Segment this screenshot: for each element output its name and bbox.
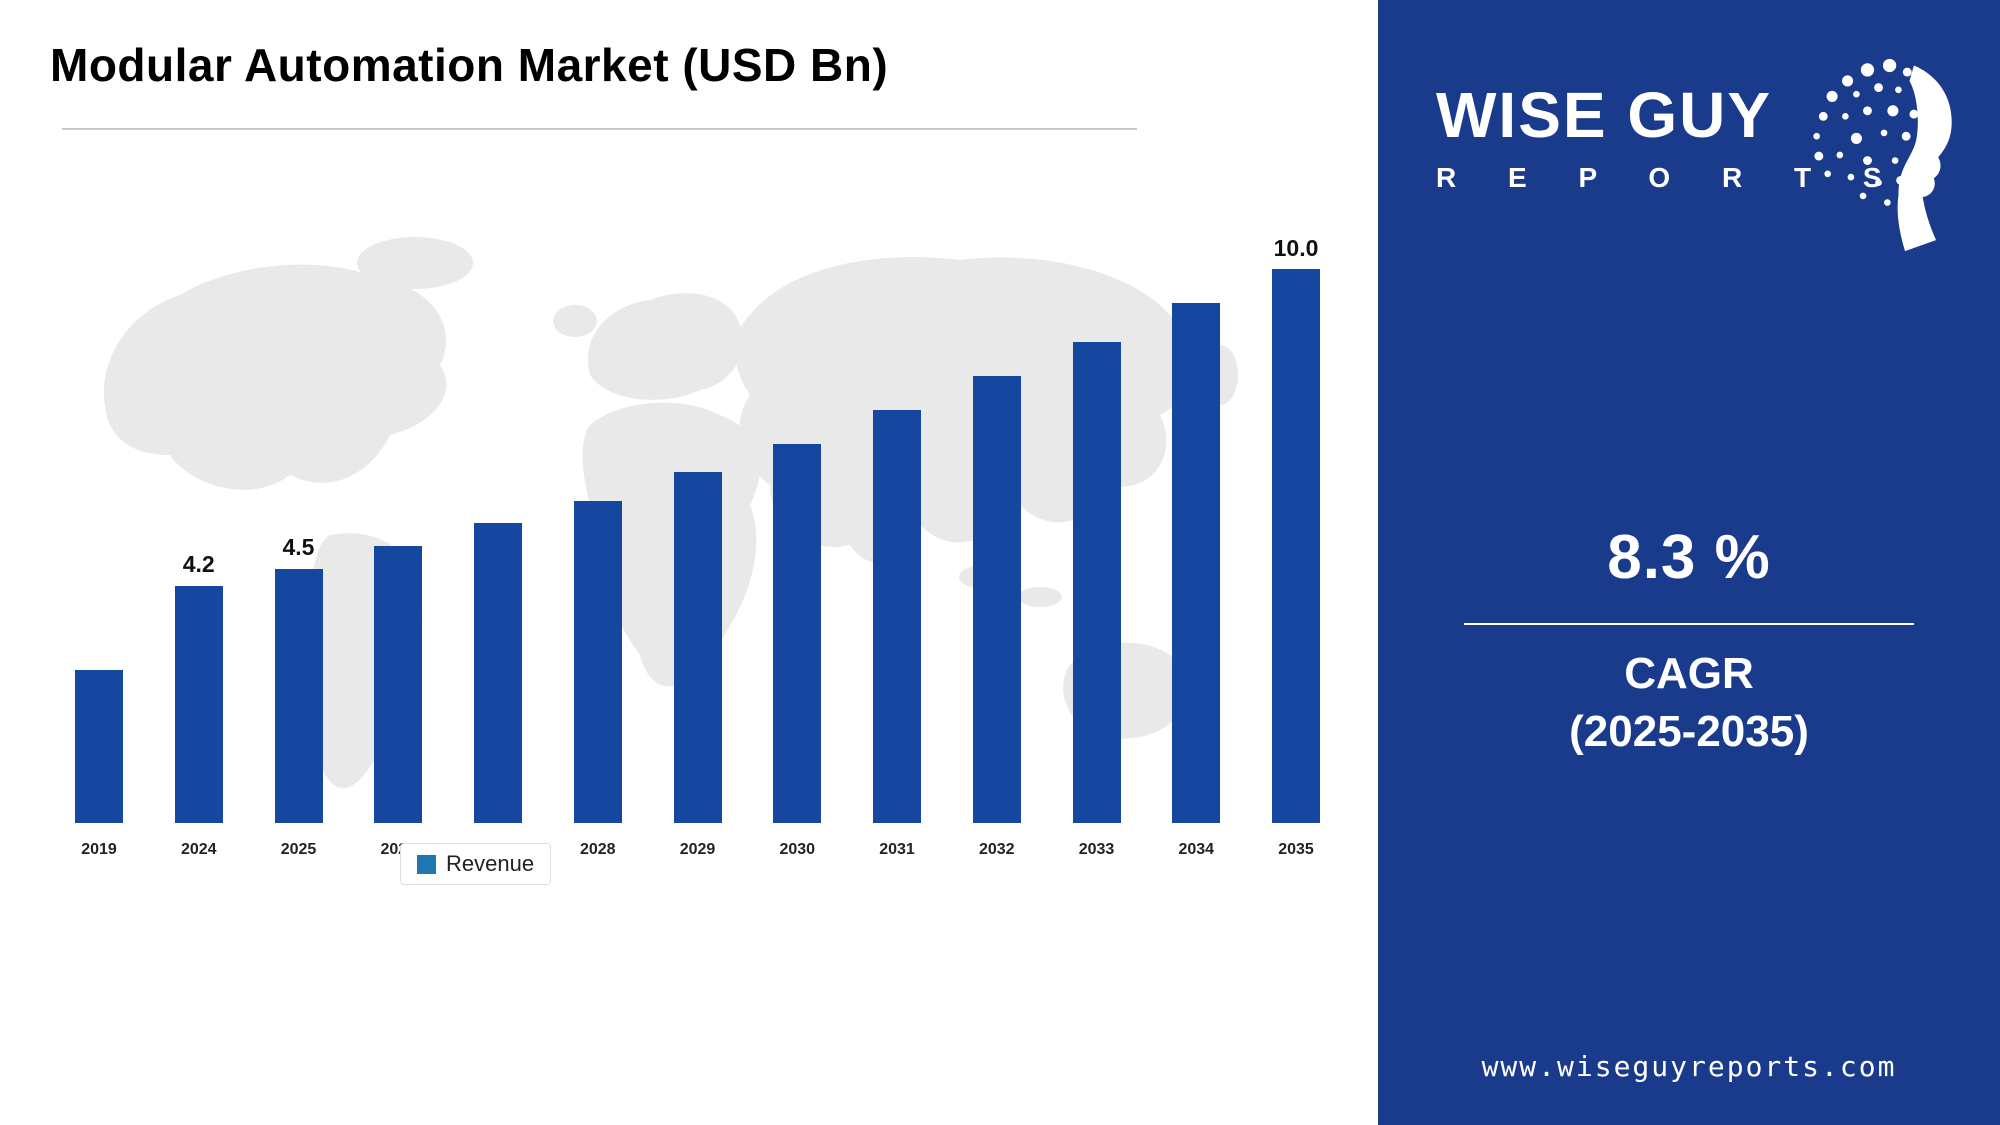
cagr-value: 8.3 % xyxy=(1607,523,1771,592)
bar-column: 2026 xyxy=(374,235,423,858)
bar xyxy=(474,523,522,823)
bar xyxy=(673,472,722,823)
cagr-label: CAGR xyxy=(1624,649,1754,698)
bar xyxy=(873,410,921,823)
bar-value-label: 4.5 xyxy=(282,533,315,560)
chart-area: Modular Automation Market (USD Bn) 2019 4… xyxy=(50,39,1320,885)
cagr-block: 8.3 % CAGR (2025-2035) xyxy=(1378,522,2000,757)
cagr-range: (2025-2035) xyxy=(1569,707,1809,756)
x-axis-label: 2035 xyxy=(1278,841,1314,858)
x-axis-label: 2028 xyxy=(579,841,616,858)
bar-column: 4.2 2024 xyxy=(174,235,223,858)
cagr-divider xyxy=(1464,623,1914,625)
bar-column: 2029 xyxy=(673,235,722,858)
brand-logo-subtext: R E P O R T S xyxy=(1436,162,1904,193)
x-axis-label: 2024 xyxy=(180,841,217,858)
dotted-head-logo-icon xyxy=(1813,58,1952,252)
bar xyxy=(573,500,622,823)
bar-value-label: 4.2 xyxy=(182,550,215,577)
title-divider xyxy=(62,128,1137,130)
website-url: www.wiseguyreports.com xyxy=(1481,1050,1897,1083)
bar-column: 2019 xyxy=(75,235,123,858)
bar xyxy=(1272,269,1320,823)
info-panel: WISE GUY R E P O R T S 8.3 % CAGR (2025-… xyxy=(1378,0,2000,1125)
bar-column: 2034 xyxy=(1172,235,1221,858)
bar-column: 2030 xyxy=(773,235,822,858)
bar-column: 2033 xyxy=(1072,235,1121,858)
bar xyxy=(374,545,423,823)
bar-column: 2028 xyxy=(573,235,622,858)
bar xyxy=(773,444,822,823)
bar-column: 10.0 2035 xyxy=(1272,235,1320,858)
bar-column: 2027 xyxy=(474,235,522,858)
bars: 2019 4.2 2024 4.5 2025 2026 2027 2028 2029 2030 20… xyxy=(75,235,1320,858)
brand-logo: WISE GUY R E P O R T S xyxy=(1436,78,1904,194)
chart-legend: Revenue xyxy=(400,843,552,885)
bar xyxy=(1072,342,1121,823)
x-axis-label: 2034 xyxy=(1178,841,1215,858)
x-axis-label: 2025 xyxy=(280,841,317,858)
x-axis-label: 2029 xyxy=(679,841,716,858)
brand-logo-text: WISE GUY xyxy=(1436,79,1773,151)
legend-label: Revenue xyxy=(446,851,535,876)
bar-column: 2032 xyxy=(972,235,1021,858)
bar xyxy=(174,585,223,823)
bar xyxy=(972,376,1021,823)
legend-color-swatch xyxy=(417,854,436,874)
x-axis-label: 2033 xyxy=(1078,841,1115,858)
x-axis-label: 2031 xyxy=(879,841,915,858)
bar xyxy=(1172,302,1221,823)
x-axis-label: 2032 xyxy=(978,841,1015,858)
bar-value-label: 10.0 xyxy=(1273,235,1319,261)
x-axis-label: 2030 xyxy=(779,841,816,858)
bar-column: 4.5 2025 xyxy=(274,235,323,858)
x-axis-label: 2019 xyxy=(81,841,117,858)
bar xyxy=(274,568,323,823)
bar-column: 2031 xyxy=(873,235,921,858)
bar xyxy=(75,670,123,823)
page-title: Modular Automation Market (USD Bn) xyxy=(50,39,889,91)
